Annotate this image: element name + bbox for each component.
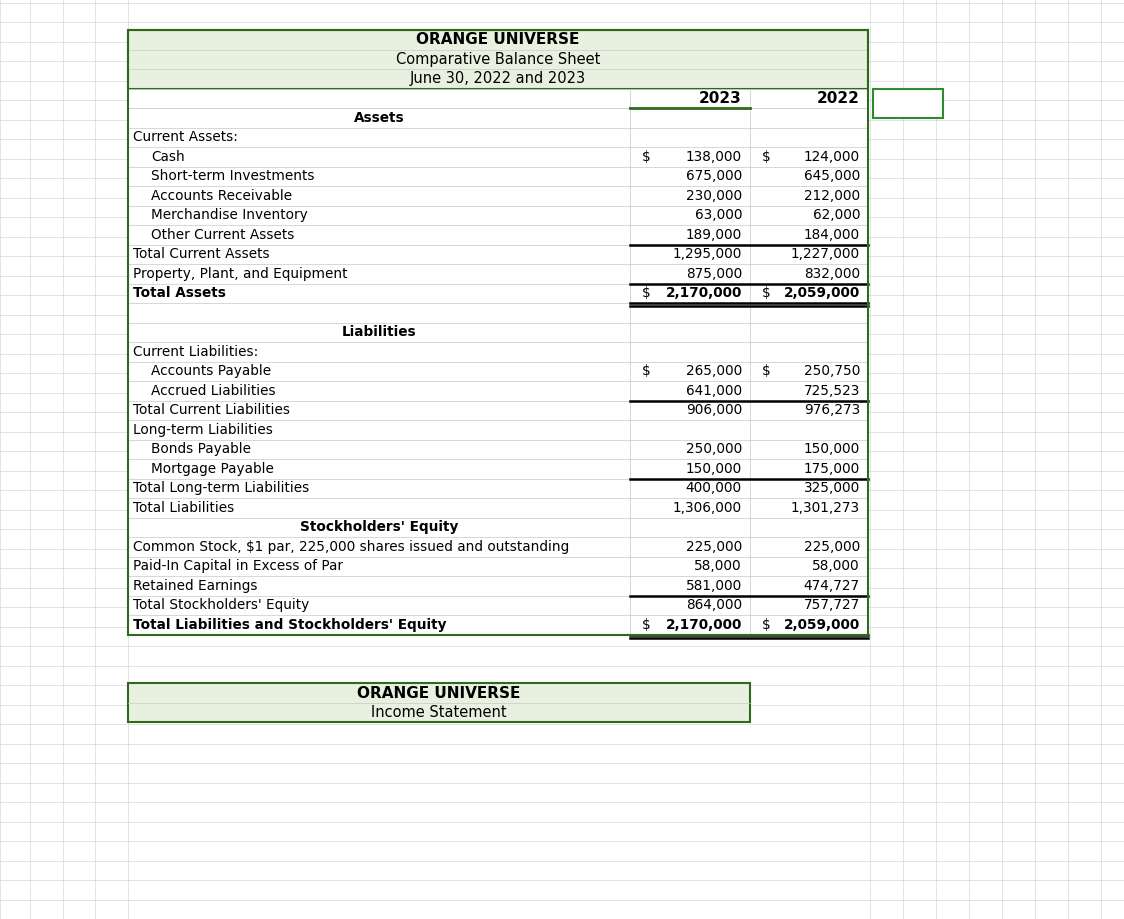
Text: 225,000: 225,000 <box>686 539 742 554</box>
Text: Total Liabilities: Total Liabilities <box>133 501 234 515</box>
Text: Bonds Payable: Bonds Payable <box>151 442 251 456</box>
Text: Paid-In Capital in Excess of Par: Paid-In Capital in Excess of Par <box>133 560 343 573</box>
Text: Assets: Assets <box>354 111 405 125</box>
Text: 725,523: 725,523 <box>804 384 860 398</box>
Bar <box>128 30 868 634</box>
Text: 250,000: 250,000 <box>686 442 742 456</box>
Text: Merchandise Inventory: Merchandise Inventory <box>151 209 308 222</box>
Text: 2,059,000: 2,059,000 <box>783 286 860 301</box>
Text: 641,000: 641,000 <box>686 384 742 398</box>
Text: 832,000: 832,000 <box>804 267 860 280</box>
Text: $: $ <box>762 618 771 631</box>
Bar <box>128 108 868 634</box>
Text: 175,000: 175,000 <box>804 461 860 476</box>
Text: Total Current Liabilities: Total Current Liabilities <box>133 403 290 417</box>
Text: $: $ <box>642 618 651 631</box>
Text: 212,000: 212,000 <box>804 188 860 203</box>
Text: Total Current Assets: Total Current Assets <box>133 247 270 261</box>
Text: 150,000: 150,000 <box>804 442 860 456</box>
Text: Mortgage Payable: Mortgage Payable <box>151 461 274 476</box>
Text: $: $ <box>642 150 651 164</box>
Text: 757,727: 757,727 <box>804 598 860 612</box>
Text: 63,000: 63,000 <box>695 209 742 222</box>
Text: Current Liabilities:: Current Liabilities: <box>133 345 259 358</box>
Text: 2,059,000: 2,059,000 <box>783 618 860 631</box>
Text: Income Statement: Income Statement <box>371 705 507 720</box>
Text: 1,295,000: 1,295,000 <box>672 247 742 261</box>
Text: 189,000: 189,000 <box>686 228 742 242</box>
Text: 581,000: 581,000 <box>686 579 742 593</box>
Text: June 30, 2022 and 2023: June 30, 2022 and 2023 <box>410 72 586 86</box>
Text: 864,000: 864,000 <box>686 598 742 612</box>
Text: Accounts Receivable: Accounts Receivable <box>151 188 292 203</box>
Text: $: $ <box>642 364 651 379</box>
Text: 124,000: 124,000 <box>804 150 860 164</box>
Text: Property, Plant, and Equipment: Property, Plant, and Equipment <box>133 267 347 280</box>
Text: Total Liabilities and Stockholders' Equity: Total Liabilities and Stockholders' Equi… <box>133 618 446 631</box>
Text: Current Assets:: Current Assets: <box>133 130 238 144</box>
Text: 62,000: 62,000 <box>813 209 860 222</box>
Bar <box>128 30 868 88</box>
Text: 184,000: 184,000 <box>804 228 860 242</box>
Text: 2022: 2022 <box>817 91 860 106</box>
Bar <box>128 683 750 722</box>
Text: ORANGE UNIVERSE: ORANGE UNIVERSE <box>357 686 520 700</box>
Text: Total Assets: Total Assets <box>133 286 226 301</box>
Text: Accrued Liabilities: Accrued Liabilities <box>151 384 275 398</box>
Text: 1,301,273: 1,301,273 <box>791 501 860 515</box>
Text: $: $ <box>762 286 771 301</box>
Text: Accounts Payable: Accounts Payable <box>151 364 271 379</box>
Text: Stockholders' Equity: Stockholders' Equity <box>300 520 459 534</box>
Text: Retained Earnings: Retained Earnings <box>133 579 257 593</box>
Text: 1,227,000: 1,227,000 <box>791 247 860 261</box>
Text: Total Stockholders' Equity: Total Stockholders' Equity <box>133 598 309 612</box>
Text: Cash: Cash <box>151 150 184 164</box>
Text: 400,000: 400,000 <box>686 482 742 495</box>
Text: 265,000: 265,000 <box>686 364 742 379</box>
Text: 225,000: 225,000 <box>804 539 860 554</box>
Text: 645,000: 645,000 <box>804 169 860 183</box>
Text: 875,000: 875,000 <box>686 267 742 280</box>
Text: 230,000: 230,000 <box>686 188 742 203</box>
Text: $: $ <box>642 286 651 301</box>
Text: 138,000: 138,000 <box>686 150 742 164</box>
Text: 58,000: 58,000 <box>813 560 860 573</box>
Text: $: $ <box>762 364 771 379</box>
Text: Common Stock, $1 par, 225,000 shares issued and outstanding: Common Stock, $1 par, 225,000 shares iss… <box>133 539 569 554</box>
Text: Short-term Investments: Short-term Investments <box>151 169 315 183</box>
Text: 675,000: 675,000 <box>686 169 742 183</box>
Text: 906,000: 906,000 <box>686 403 742 417</box>
Text: Total Long-term Liabilities: Total Long-term Liabilities <box>133 482 309 495</box>
Text: Other Current Assets: Other Current Assets <box>151 228 294 242</box>
Text: 150,000: 150,000 <box>686 461 742 476</box>
Text: 325,000: 325,000 <box>804 482 860 495</box>
Text: 474,727: 474,727 <box>804 579 860 593</box>
Text: 2023: 2023 <box>699 91 742 106</box>
Text: 2,170,000: 2,170,000 <box>665 618 742 631</box>
Text: ORANGE UNIVERSE: ORANGE UNIVERSE <box>416 32 580 47</box>
Text: 976,273: 976,273 <box>804 403 860 417</box>
Text: Comparative Balance Sheet: Comparative Balance Sheet <box>396 51 600 67</box>
Text: 2,170,000: 2,170,000 <box>665 286 742 301</box>
Text: $: $ <box>762 150 771 164</box>
Text: 250,750: 250,750 <box>804 364 860 379</box>
Text: Liabilities: Liabilities <box>342 325 416 339</box>
Text: Long-term Liabilities: Long-term Liabilities <box>133 423 273 437</box>
Bar <box>128 88 868 108</box>
Text: 1,306,000: 1,306,000 <box>673 501 742 515</box>
Text: 58,000: 58,000 <box>695 560 742 573</box>
Bar <box>873 88 943 118</box>
